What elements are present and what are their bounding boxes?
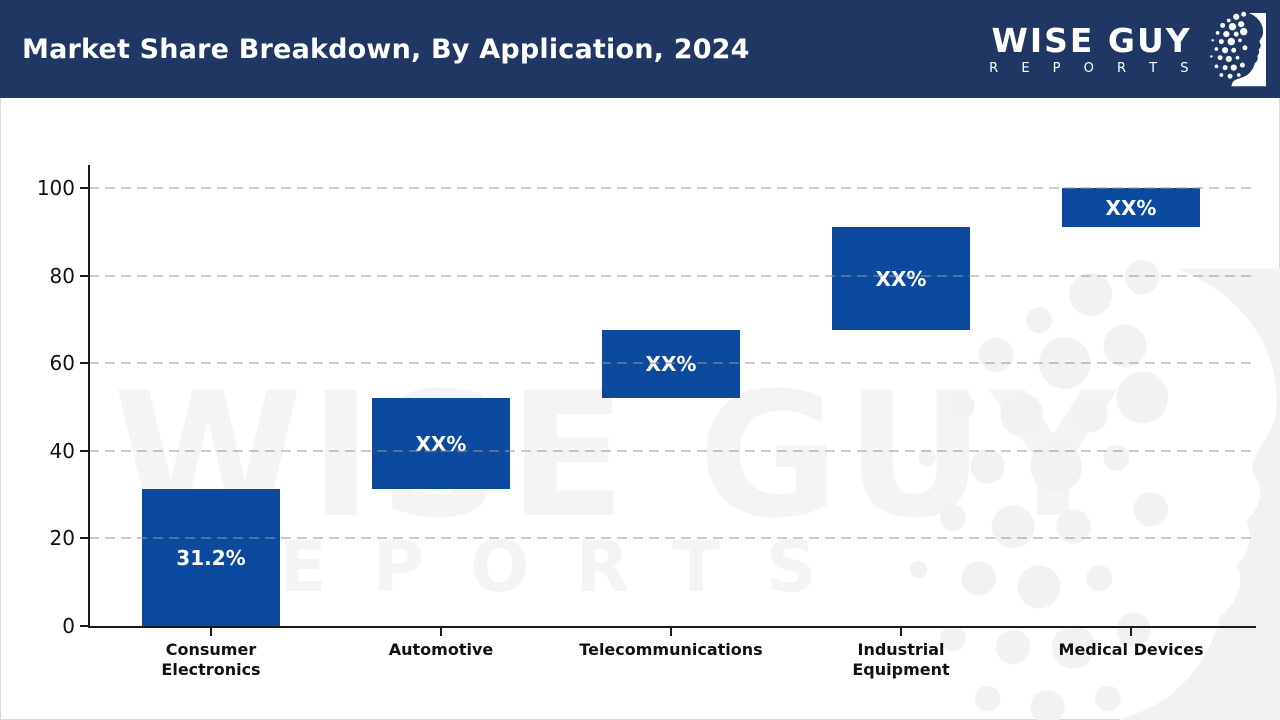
logo-head-icon [1210, 11, 1266, 87]
watermark-subtitle: REPORTS [179, 526, 863, 608]
wise-guy-logo: WISE GUY R E P O R T S [985, 10, 1280, 88]
gridline-20 [89, 537, 1256, 540]
y-tick-label-80: 80 [49, 263, 75, 288]
gridline-80 [89, 274, 1256, 277]
y-axis-line [88, 165, 90, 628]
x-axis-line [88, 626, 1256, 628]
y-tick-label-100: 100 [36, 176, 75, 200]
y-tick-60 [80, 362, 88, 365]
y-tick-100 [80, 187, 88, 189]
x-tick-0 [210, 628, 212, 636]
y-tick-20 [80, 537, 88, 540]
bar-value-label: XX% [875, 266, 927, 291]
y-tick-80 [80, 274, 88, 277]
plot-area: 31.2% XX% XX% XX% XX% 0 20 40 60 80 100 Consumer Ele… [1, 98, 1279, 719]
y-tick-label-20: 20 [49, 526, 75, 551]
x-category-label: Telecommunications [579, 640, 763, 659]
x-tick-4 [1130, 628, 1132, 636]
y-tick-label-60: 60 [49, 351, 75, 376]
header-bar: Market Share Breakdown, By Application, … [0, 0, 1280, 98]
logo-subtitle: R E P O R T S [989, 60, 1198, 76]
y-tick-label-0: 0 [62, 614, 75, 638]
bar-automotive: XX% [372, 398, 510, 490]
logo-wordmark: WISE GUY [991, 20, 1192, 60]
bar-telecommunications: XX% [602, 330, 740, 399]
bar-industrial-equipment: XX% [832, 227, 970, 331]
bar-value-label: XX% [415, 431, 467, 456]
x-category-label: Industrial Equipment [852, 640, 950, 679]
x-category-label: Medical Devices [1058, 640, 1204, 659]
gridline-40 [89, 449, 1256, 452]
gridline-100 [89, 187, 1256, 189]
bar-value-label: 31.2% [176, 545, 246, 570]
x-tick-3 [900, 628, 902, 636]
y-tick-40 [80, 449, 88, 452]
page-title: Market Share Breakdown, By Application, … [22, 33, 750, 65]
x-category-label: Automotive [388, 640, 494, 659]
bar-value-label: XX% [1105, 195, 1157, 220]
bar-value-label: XX% [645, 352, 697, 377]
y-tick-label-40: 40 [49, 438, 75, 463]
y-tick-0 [80, 625, 88, 627]
gridline-60 [89, 362, 1256, 365]
x-tick-1 [440, 628, 442, 636]
bar-medical-devices: XX% [1062, 188, 1200, 228]
chart-canvas: WISE GUY REPORTS 31.2% XX% XX% XX% XX% 0 20 40 6… [0, 98, 1280, 720]
x-category-label: Consumer Electronics [161, 640, 261, 679]
bar-consumer-electronics: 31.2% [142, 489, 280, 626]
x-tick-2 [670, 628, 672, 636]
logo-text: WISE GUY R E P O R T S [985, 24, 1198, 75]
